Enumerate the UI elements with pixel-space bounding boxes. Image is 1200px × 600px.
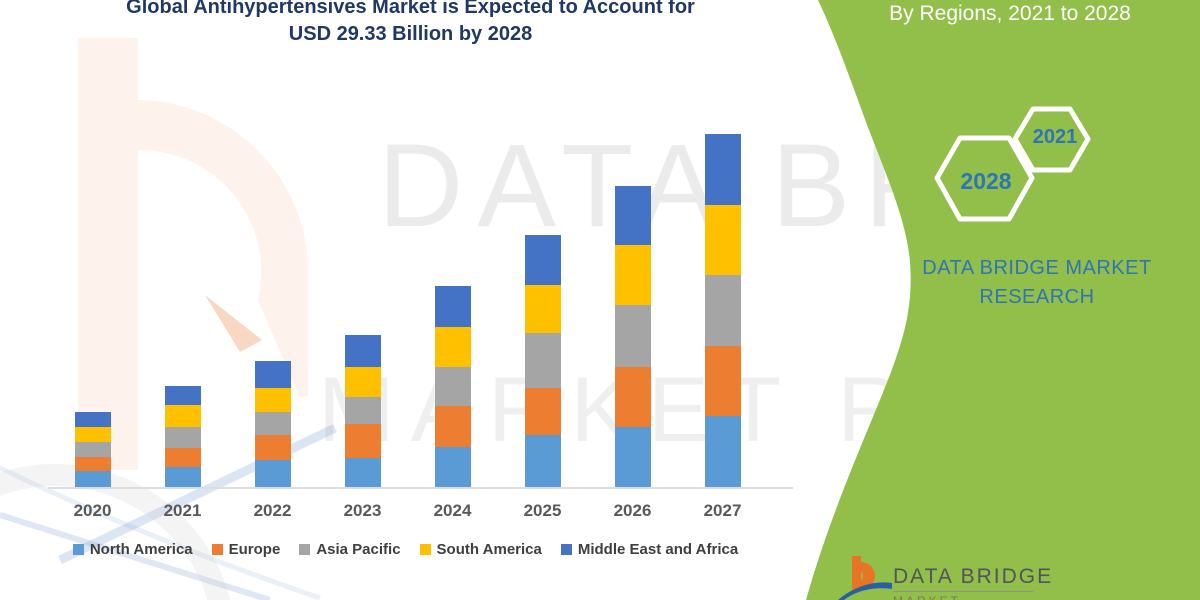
hexagon-2021-label: 2021 [1032,126,1078,148]
watermark-logo-stem [78,38,138,470]
legend-swatch-icon [72,544,84,555]
green-panel [806,0,1200,600]
bar-segment-2023-asia-pacific [344,397,381,424]
page-title-line1: Global Antihypertensives Market is Expec… [126,0,695,18]
stacked-bar-chart: 2020 2021 2022 2023 2024 2025 2026 2027 [48,134,793,520]
legend-item-europe: Europe [211,541,281,558]
bar-segment-2026-south-america [614,245,651,305]
bar-segment-2021-middle-east-and-africa [164,386,201,405]
footer-logo-stem [852,556,861,590]
x-tick-2026: 2026 [613,501,652,520]
bar-2027 [704,134,741,487]
x-tick-2024: 2024 [433,501,472,520]
bar-segment-2023-europe [344,424,381,458]
bar-segment-2023-middle-east-and-africa [344,335,381,367]
bar-segment-2027-middle-east-and-africa [704,134,741,205]
bar-segment-2024-south-america [434,327,471,367]
watermark-curve-2 [0,465,321,600]
bar-segment-2023-south-america [344,367,381,397]
bar-segment-2022-north-america [254,460,291,487]
x-tick-2025: 2025 [523,501,562,520]
x-tick-2022: 2022 [253,501,292,520]
bar-segment-2020-asia-pacific [74,442,111,457]
legend-swatch-icon [560,544,572,555]
bar-segment-2020-europe [74,457,111,471]
bar-segment-2020-north-america [74,471,111,487]
bar-segment-2021-asia-pacific [164,427,201,448]
legend-label: Europe [228,541,281,558]
legend-label: Middle East and Africa [577,541,739,558]
legend-swatch-icon [211,544,223,555]
legend-item-asia-pacific: Asia Pacific [299,541,401,558]
legend-swatch-icon [419,544,431,555]
hexagon-2021 [1012,106,1091,173]
x-tick-2027: 2027 [703,501,742,520]
bar-segment-2027-europe [704,346,741,416]
footer-brand-text: DATA BRIDGE [893,565,1054,588]
page-title-line2: USD 29.33 Billion by 2028 [288,23,533,45]
bar-segment-2022-middle-east-and-africa [254,361,291,388]
bar-segment-2021-europe [164,448,201,467]
x-axis-line [48,487,793,489]
bar-2021 [164,386,201,487]
bar-segment-2026-europe [614,367,651,427]
footer-logo-swoosh [838,582,892,600]
bar-2022 [254,361,291,487]
bar-segment-2024-europe [434,406,471,447]
x-tick-2020: 2020 [73,501,112,520]
hexagon-2028 [934,135,1035,222]
bar-2020 [74,412,111,487]
bar-segment-2026-north-america [614,427,651,487]
bar-segment-2025-europe [524,388,561,435]
legend-item-south-america: South America [419,541,542,558]
page-title: Global Antihypertensives Market is Expec… [38,0,783,48]
bar-segment-2025-asia-pacific [524,333,561,388]
bar-segment-2021-south-america [164,405,201,427]
bar-2024 [434,286,471,487]
x-tick-2023: 2023 [343,501,382,520]
bar-segment-2025-middle-east-and-africa [524,235,561,285]
watermark-circle [0,464,231,600]
legend-label: Asia Pacific [316,541,401,558]
bar-segment-2022-europe [254,435,291,460]
legend-item-middle-east-and-africa: Middle East and Africa [560,541,739,558]
brand-caption: DATA BRIDGE MARKET RESEARCH [922,257,1152,308]
bar-segment-2022-south-america [254,388,291,412]
bar-segment-2027-south-america [704,205,741,275]
bar-segment-2024-north-america [434,447,471,487]
legend-label: South America [436,541,542,558]
bar-segment-2025-south-america [524,285,561,333]
panel-header: By Regions, 2021 to 2028 [889,2,1131,25]
legend-item-north-america: North America [72,541,193,558]
watermark-logo-bowl [138,100,308,398]
bar-segment-2023-north-america [344,458,381,487]
watermark-curve-1 [0,512,271,600]
bar-segment-2027-asia-pacific [704,275,741,346]
legend-swatch-icon [299,544,311,555]
bar-segment-2024-asia-pacific [434,367,471,406]
chart-legend: North America Europe Asia Pacific South Ame… [28,541,783,558]
bar-segment-2022-asia-pacific [254,412,291,435]
bar-segment-2027-north-america [704,416,741,487]
bar-segment-2020-middle-east-and-africa [74,412,111,427]
legend-label: North America [89,541,193,558]
bar-segment-2025-north-america [524,435,561,487]
bar-2026 [614,186,651,487]
x-tick-2021: 2021 [163,501,202,520]
bar-2025 [524,235,561,487]
bar-segment-2021-north-america [164,467,201,487]
bar-segment-2024-middle-east-and-africa [434,286,471,327]
bar-segment-2020-south-america [74,427,111,442]
footer-brand-sub: MARKET RESEARCH [893,594,1043,600]
bar-segment-2026-middle-east-and-africa [614,186,651,245]
bar-segment-2026-asia-pacific [614,305,651,367]
footer-logo-bowl [861,562,875,590]
bar-2023 [344,335,381,487]
watermark-logo-accent [205,295,262,352]
footer-brand-underline [893,591,1033,592]
hexagon-2028-label: 2028 [960,168,1012,194]
